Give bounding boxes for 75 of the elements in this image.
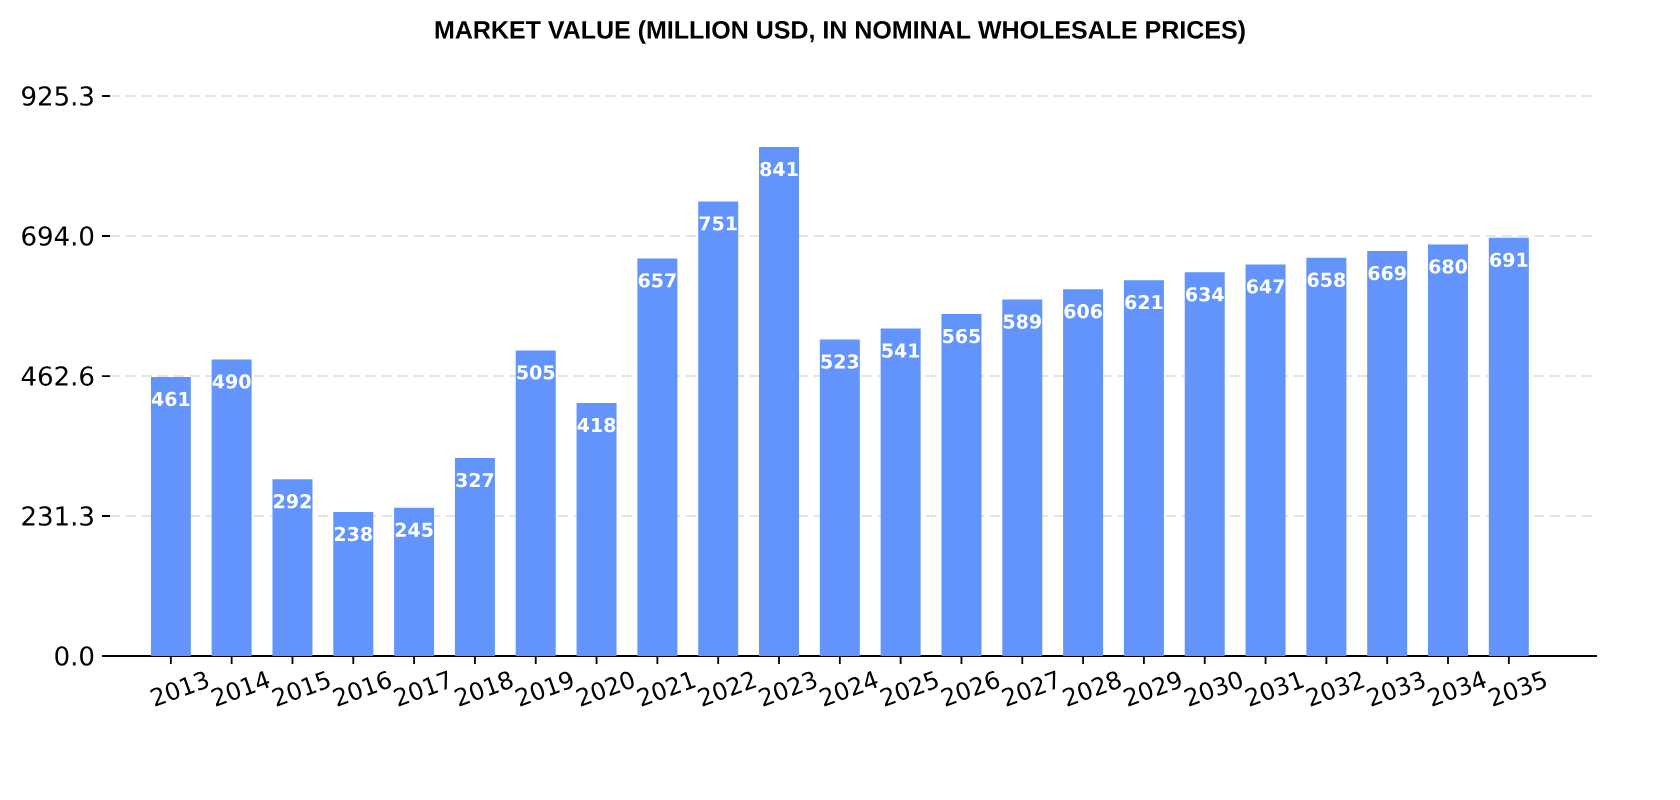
bar [1306, 257, 1347, 656]
x-tick-label: 2024 [819, 671, 878, 707]
y-tick-label: 0.0 [55, 646, 94, 666]
chart-title: MARKET VALUE (MILLION USD, IN NOMINAL WHOLESALE PRICES) [435, 20, 1245, 44]
x-tick-label: 2035 [1488, 670, 1546, 707]
bar [941, 314, 982, 656]
x-tick-label: 2028 [1062, 671, 1121, 707]
data-label: 589 [1003, 314, 1041, 329]
bar [1063, 289, 1104, 656]
bar [1184, 272, 1225, 656]
bar [333, 511, 374, 656]
data-label: 680 [1429, 259, 1467, 274]
bar [515, 350, 556, 656]
data-label: 490 [212, 374, 251, 389]
bar [698, 201, 739, 656]
data-label: 523 [821, 354, 859, 369]
bar [1428, 244, 1468, 656]
x-tick-label: 2030 [1183, 671, 1242, 707]
bar [637, 258, 678, 656]
bar [880, 328, 921, 656]
x-tick-label: 2016 [332, 671, 391, 707]
x-tick-label: 2021 [636, 671, 696, 707]
x-tick-label: 2013 [150, 671, 209, 707]
data-label: 327 [456, 472, 494, 488]
x-tick-label: 2033 [1366, 671, 1425, 707]
data-label: 606 [1064, 304, 1102, 319]
bar [1123, 280, 1164, 656]
x-tick-label: 2031 [1244, 671, 1305, 707]
data-label: 505 [517, 365, 555, 380]
data-label: 565 [943, 328, 980, 344]
x-tick-label: 2023 [758, 671, 817, 707]
bar [1002, 299, 1043, 656]
bar [1245, 264, 1286, 656]
x-tick-label: 2029 [1123, 671, 1181, 707]
data-label: 647 [1246, 279, 1284, 294]
data-label: 841 [760, 161, 798, 177]
x-tick-label: 2015 [271, 670, 330, 707]
y-tick-label: 694.0 [22, 226, 94, 246]
y-tick-label: 925.3 [22, 86, 93, 106]
bar [211, 359, 252, 656]
bar [819, 339, 860, 656]
x-tick-label: 2034 [1427, 671, 1486, 707]
bar [272, 479, 313, 656]
data-label: 418 [577, 417, 616, 433]
x-tick-label: 2020 [575, 671, 634, 707]
data-label: 541 [882, 343, 920, 358]
y-tick-label: 462.6 [21, 366, 94, 386]
x-tick-label: 2032 [1305, 671, 1365, 707]
bar [1367, 251, 1408, 656]
data-label: 292 [274, 494, 311, 509]
y-tick-label: 231.3 [22, 506, 93, 526]
x-tick-label: 2027 [1001, 670, 1056, 707]
x-tick-label: 2026 [940, 671, 1000, 707]
bar [576, 403, 617, 656]
x-tick-label: 2019 [514, 671, 573, 707]
x-tick-label: 2017 [393, 670, 448, 707]
x-tick-label: 2025 [879, 670, 938, 707]
data-label: 621 [1125, 294, 1163, 310]
bar [394, 507, 435, 656]
bar [759, 147, 800, 656]
bar [454, 458, 495, 656]
data-label: 691 [1490, 252, 1528, 267]
data-label: 751 [699, 216, 737, 231]
data-label: 657 [638, 273, 676, 288]
x-tick-label: 2018 [454, 671, 513, 707]
data-label: 634 [1186, 287, 1224, 302]
data-label: 461 [151, 391, 190, 407]
data-label: 238 [334, 526, 372, 542]
x-tick-label: 2022 [697, 671, 757, 707]
data-label: 245 [395, 522, 433, 537]
data-label: 669 [1368, 265, 1406, 281]
bar [150, 377, 191, 656]
x-tick-label: 2014 [210, 671, 270, 707]
bar [1488, 237, 1529, 656]
data-label: 658 [1307, 272, 1346, 287]
